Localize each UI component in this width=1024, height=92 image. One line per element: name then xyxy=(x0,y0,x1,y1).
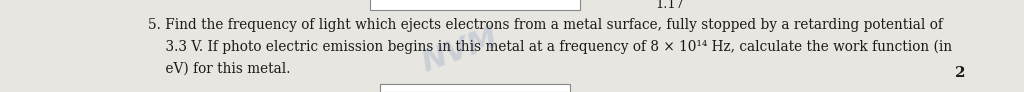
Text: eV) for this metal.: eV) for this metal. xyxy=(148,62,291,76)
Text: 2: 2 xyxy=(954,66,966,80)
Bar xyxy=(370,0,580,10)
Text: NVM: NVM xyxy=(418,23,503,77)
Bar xyxy=(380,84,570,92)
Text: 1.17: 1.17 xyxy=(655,0,684,10)
Text: 3.3 V. If photo electric emission begins in this metal at a frequency of 8 × 10¹: 3.3 V. If photo electric emission begins… xyxy=(148,40,952,54)
Text: 5. Find the frequency of light which ejects electrons from a metal surface, full: 5. Find the frequency of light which eje… xyxy=(148,18,943,32)
